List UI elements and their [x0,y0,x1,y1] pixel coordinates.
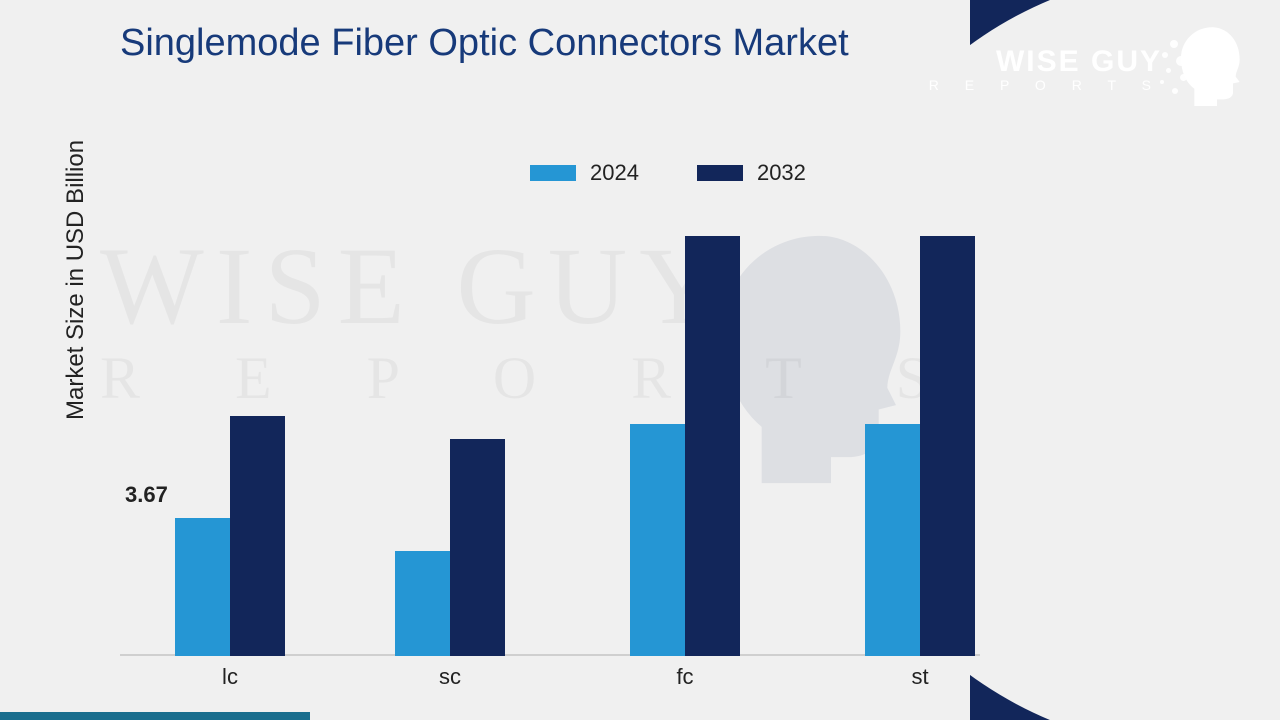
x-label-lc: lc [222,664,238,690]
legend: 2024 2032 [530,160,806,186]
y-axis-label: Market Size in USD Billion [62,140,90,420]
bar-chart: lcscfcst 3.67 [120,206,980,656]
bar-sc-2024 [395,551,450,656]
bar-st-2024 [865,424,920,657]
bar-group-st: st [865,236,975,656]
bottom-accent-bar [0,712,310,720]
brand-logo: WISE GUY R E P O R T S [929,26,1244,111]
bar-group-sc: sc [395,439,505,657]
legend-swatch-2024 [530,165,576,181]
bar-fc-2024 [630,424,685,657]
legend-label-2024: 2024 [590,160,639,186]
bar-group-fc: fc [630,236,740,656]
legend-item-2032: 2032 [697,160,806,186]
logo-line2: R E P O R T S [929,77,1162,93]
bar-lc-2024 [175,518,230,656]
legend-label-2032: 2032 [757,160,806,186]
x-label-sc: sc [439,664,461,690]
bar-st-2032 [920,236,975,656]
x-label-fc: fc [676,664,693,690]
chart-title: Singlemode Fiber Optic Connectors Market [120,22,849,66]
bar-group-lc: lc [175,416,285,656]
bar-sc-2032 [450,439,505,657]
value-label: 3.67 [125,482,168,508]
logo-head-icon [1174,26,1244,111]
bar-lc-2032 [230,416,285,656]
legend-item-2024: 2024 [530,160,639,186]
logo-line1: WISE GUY [929,45,1162,79]
bar-fc-2032 [685,236,740,656]
legend-swatch-2032 [697,165,743,181]
x-label-st: st [911,664,928,690]
